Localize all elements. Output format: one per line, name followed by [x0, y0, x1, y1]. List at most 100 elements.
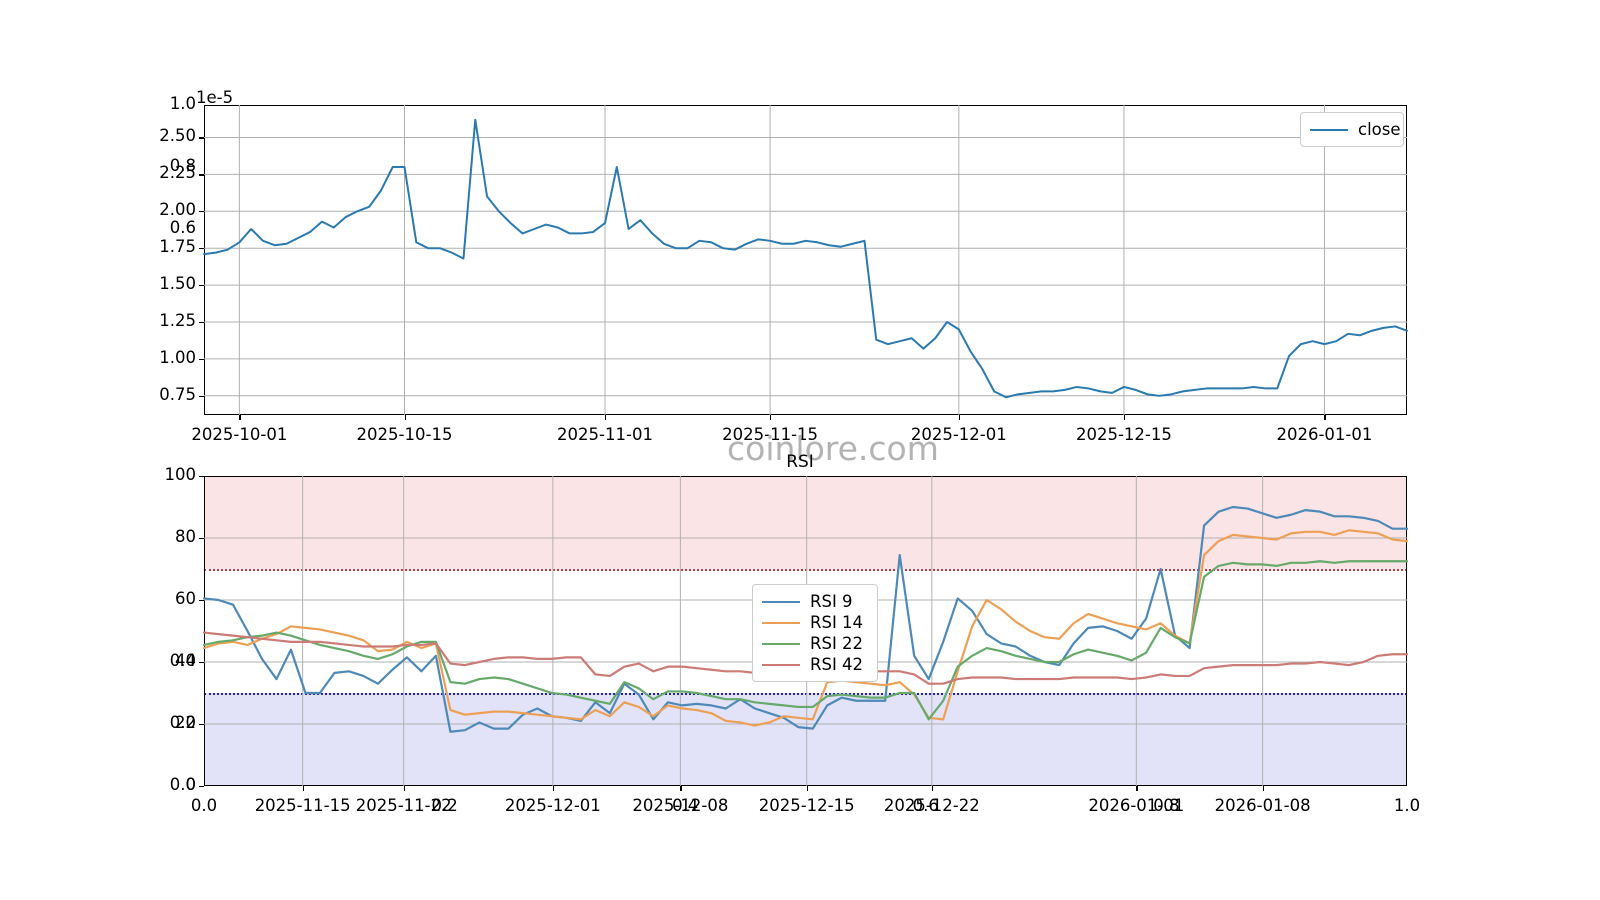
rsi-overlay-y-tick-label: 0.0: [169, 775, 196, 794]
rsi-legend-label: RSI 22: [810, 634, 864, 653]
rsi-legend-item[interactable]: RSI 14: [762, 612, 868, 633]
price-y-tickmark: [199, 248, 204, 250]
rsi-x-tick-label: 2025-12-08: [632, 796, 729, 815]
legend-line-swatch: [762, 600, 800, 603]
rsi-legend-item[interactable]: RSI 42: [762, 654, 868, 675]
rsi-chart-panel: RSI 9 RSI 14 RSI 22 RSI 42: [199, 476, 1409, 791]
legend-line-swatch: [762, 621, 800, 624]
price-x-tick-label: 2025-10-01: [191, 425, 288, 444]
price-overlay-y-tick-label: 0.6: [169, 218, 196, 237]
price-x-tickmark: [958, 415, 960, 420]
rsi-y-tick-label: 60: [175, 589, 196, 608]
rsi-x-tickmark: [680, 786, 682, 791]
rsi-x-tickmark: [302, 786, 304, 791]
rsi-y-tickmark: [199, 662, 204, 664]
rsi-y-tickmark: [199, 724, 204, 726]
rsi-series-line: [202, 505, 1409, 733]
rsi-x-tickmark: [552, 786, 555, 791]
rsi-x-tickmark: [1262, 786, 1264, 791]
price-x-tickmark: [404, 415, 406, 420]
price-x-tick-label: 2025-12-15: [1075, 425, 1172, 444]
price-axis-offset-text: 1e-5: [196, 88, 234, 107]
legend-line-swatch: [762, 642, 800, 645]
rsi-y-tick-label: 80: [175, 527, 196, 546]
rsi-overlay-x-tick-label: 0.6: [912, 796, 939, 815]
rsi-y-tick-label: 40: [175, 651, 196, 670]
rsi-x-tick-label: 2025-12-22: [883, 796, 980, 815]
rsi-x-tickmark: [806, 786, 808, 791]
price-legend-label: close: [1358, 120, 1401, 139]
rsi-overlay-x-tick-label: 0.8: [1153, 796, 1180, 815]
price-overlay-y-tick-label: 0.8: [169, 156, 196, 175]
price-y-tick-label: 1.75: [159, 237, 196, 257]
price-y-tickmark: [199, 285, 204, 287]
rsi-y-tick-label: 20: [175, 713, 196, 732]
price-y-tickmark: [199, 174, 204, 176]
price-x-tick-label: 2026-01-01: [1276, 425, 1373, 444]
price-x-tick-label: 2025-11-15: [722, 425, 819, 444]
rsi-legend-label: RSI 14: [810, 613, 864, 632]
rsi-overbought-threshold-line: [204, 569, 1407, 571]
rsi-y-tick-label: 0: [185, 775, 197, 794]
price-legend[interactable]: close: [1300, 112, 1404, 147]
rsi-x-tickmark: [1136, 786, 1138, 791]
price-x-tick-label: 2025-11-01: [557, 425, 653, 444]
rsi-x-tick-label: 2025-11-22: [355, 796, 452, 815]
rsi-overlay-y-tick-label: 0.2: [169, 713, 196, 732]
rsi-x-tickmark: [403, 786, 405, 791]
price-y-tickmark: [199, 322, 204, 324]
rsi-x-tickmark: [931, 786, 933, 791]
rsi-y-tickmark: [199, 476, 204, 478]
rsi-x-tick-label: 2025-11-15: [254, 796, 351, 815]
legend-line-swatch: [1310, 128, 1348, 131]
rsi-y-tickmark: [199, 538, 204, 540]
rsi-legend-label: RSI 9: [810, 592, 853, 611]
coinlore-watermark: coinlore.com: [727, 429, 939, 468]
rsi-oversold-band: [204, 693, 1407, 786]
price-overlay-y-tick-label: 1.0: [169, 94, 196, 113]
price-x-tickmark: [770, 415, 772, 420]
price-y-tickmark: [199, 358, 204, 361]
close-price-line: [203, 118, 1408, 399]
rsi-panel-title: RSI: [786, 452, 814, 472]
price-x-tickmark: [1324, 415, 1326, 420]
price-y-tick-label: 2.50: [159, 126, 196, 146]
price-y-tickmark: [199, 395, 204, 397]
price-axes-frame: [204, 105, 1407, 415]
price-y-tick-label: 2.00: [159, 200, 196, 220]
price-y-tick-label: 1.50: [159, 274, 196, 294]
price-line-plot: [203, 105, 1408, 415]
price-legend-item[interactable]: close: [1310, 119, 1401, 140]
rsi-overlay-x-tick-label: 0.0: [190, 796, 218, 815]
legend-line-swatch: [762, 663, 800, 666]
price-y-tick-label: 2.25: [159, 163, 196, 183]
rsi-y-tickmark: [199, 786, 204, 788]
rsi-oversold-threshold-line: [204, 693, 1407, 695]
rsi-x-tick-label: 2026-01-01: [1088, 796, 1185, 815]
rsi-legend[interactable]: RSI 9 RSI 14 RSI 22 RSI 42: [752, 584, 878, 682]
rsi-overlay-x-tick-label: 0.2: [431, 796, 458, 815]
price-x-tickmark: [605, 415, 607, 420]
rsi-overlay-x-tick-label: 0.4: [672, 796, 699, 815]
price-y-tick-label: 1.25: [159, 311, 196, 330]
price-chart-panel: close: [199, 105, 1408, 420]
rsi-overlay-y-tick-label: 0.4: [169, 651, 196, 670]
price-y-tickmark: [199, 137, 204, 139]
rsi-y-tickmark: [199, 600, 204, 602]
price-x-tickmark: [1123, 415, 1126, 420]
rsi-series-line: [202, 529, 1409, 727]
rsi-overlay-x-tick-label: 1.0: [1393, 796, 1421, 815]
price-y-tickmark: [199, 211, 204, 213]
rsi-x-tick-label: 2026-01-08: [1214, 796, 1311, 815]
rsi-y-tick-label: 100: [164, 465, 197, 484]
rsi-x-tick-label: 2025-12-01: [504, 796, 601, 815]
rsi-legend-item[interactable]: RSI 9: [762, 591, 868, 612]
price-x-tick-label: 2025-12-01: [910, 425, 1007, 444]
price-x-tickmark: [239, 415, 241, 420]
rsi-legend-item[interactable]: RSI 22: [762, 633, 868, 654]
price-y-tick-label: 1.00: [159, 347, 196, 367]
rsi-axes-frame: [204, 476, 1407, 786]
price-y-tick-label: 0.75: [159, 384, 196, 404]
rsi-series-line: [202, 560, 1409, 721]
rsi-legend-label: RSI 42: [810, 655, 864, 674]
